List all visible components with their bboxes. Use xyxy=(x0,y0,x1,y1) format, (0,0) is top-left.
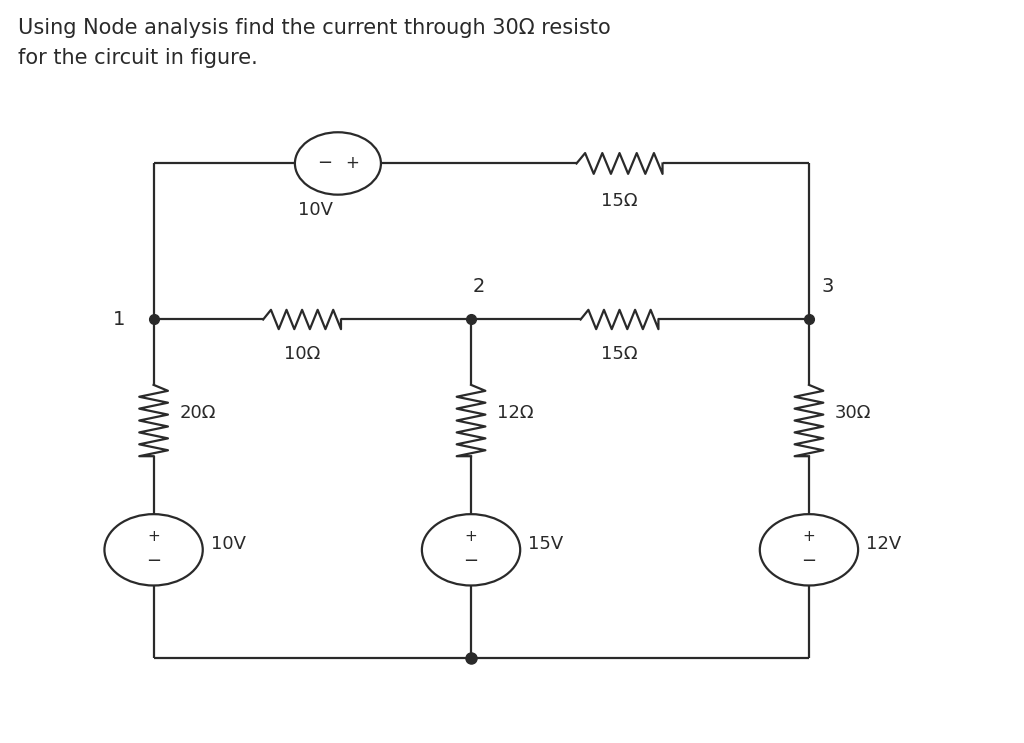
Text: 10V: 10V xyxy=(298,201,333,218)
Text: 2: 2 xyxy=(473,276,485,296)
Text: +: + xyxy=(465,529,477,544)
Text: −: − xyxy=(317,155,332,172)
Text: 15Ω: 15Ω xyxy=(601,192,638,210)
Text: +: + xyxy=(345,155,359,172)
Text: for the circuit in figure.: for the circuit in figure. xyxy=(18,48,258,68)
Text: 20Ω: 20Ω xyxy=(179,404,216,422)
Text: 15V: 15V xyxy=(528,535,563,553)
Text: +: + xyxy=(803,529,815,544)
Text: 1: 1 xyxy=(113,310,125,329)
Text: +: + xyxy=(147,529,160,544)
Text: 15Ω: 15Ω xyxy=(601,345,638,363)
Text: 12Ω: 12Ω xyxy=(497,404,534,422)
Text: −: − xyxy=(146,552,161,570)
Text: −: − xyxy=(802,552,816,570)
Text: Using Node analysis find the current through 30Ω resisto: Using Node analysis find the current thr… xyxy=(18,19,611,38)
Text: 30Ω: 30Ω xyxy=(835,404,871,422)
Text: −: − xyxy=(464,552,478,570)
Text: 10Ω: 10Ω xyxy=(284,345,321,363)
Text: 10V: 10V xyxy=(211,535,246,553)
Text: 12V: 12V xyxy=(866,535,901,553)
Text: 3: 3 xyxy=(821,276,834,296)
